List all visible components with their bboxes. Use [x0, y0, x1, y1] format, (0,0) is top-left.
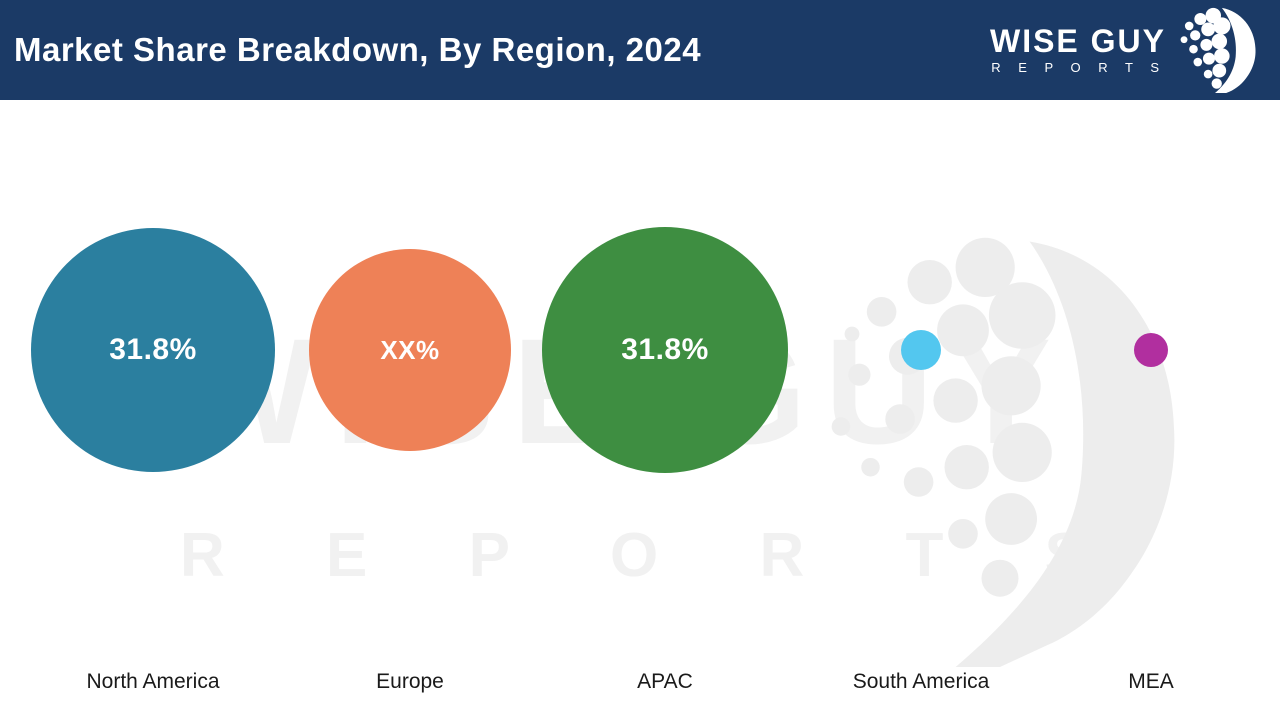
- category-label-north-america: North America: [86, 670, 220, 693]
- bubble-north-america: 31.8%: [31, 228, 275, 472]
- bubble-chart: WISE GUY R E P O R T S 31.8% XX% 31.8% N…: [0, 100, 1280, 720]
- bubble-value-label: XX%: [380, 334, 440, 365]
- bubble-mea: [1134, 333, 1168, 367]
- watermark-reports: R E P O R T S: [180, 521, 1128, 590]
- category-label-apac: APAC: [637, 670, 693, 693]
- bubble-apac: 31.8%: [542, 227, 788, 473]
- wise-guy-logo: WISE GUY R E P O R T S: [990, 6, 1258, 94]
- page-title: Market Share Breakdown, By Region, 2024: [14, 31, 702, 68]
- logo-subtitle: R E P O R T S: [991, 60, 1166, 76]
- logo-head-icon: [1180, 7, 1256, 93]
- watermark-head-icon: [831, 237, 1175, 667]
- bubble-value-label: 31.8%: [109, 333, 197, 366]
- category-label-mea: MEA: [1128, 670, 1174, 693]
- header: Market Share Breakdown, By Region, 2024 …: [0, 0, 1280, 100]
- logo-wordmark: WISE GUY: [989, 22, 1166, 59]
- bubble-south-america: [901, 330, 941, 370]
- bubble-europe: XX%: [309, 249, 511, 451]
- category-label-europe: Europe: [376, 670, 444, 693]
- bubble-value-label: 31.8%: [621, 333, 709, 366]
- category-label-south-america: South America: [852, 670, 990, 693]
